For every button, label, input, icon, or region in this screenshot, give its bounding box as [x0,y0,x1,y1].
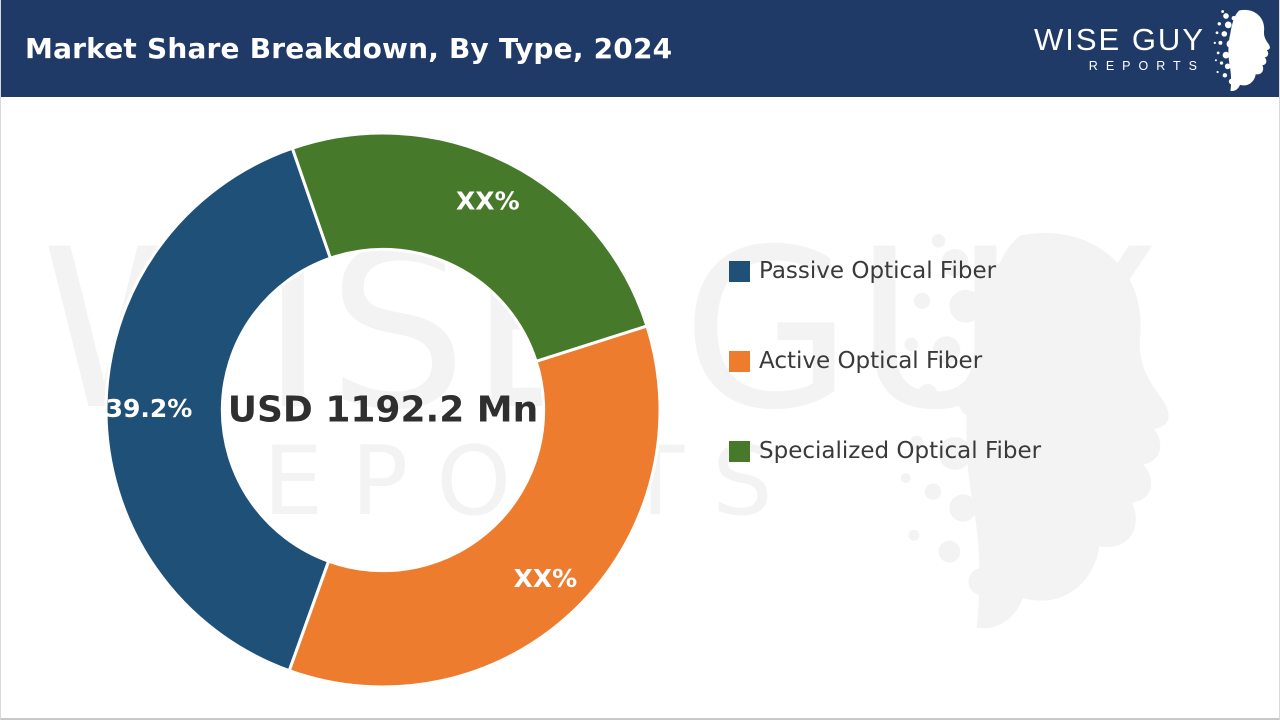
segment-percent-label: XX% [456,186,520,215]
chart-legend: Passive Optical Fiber Active Optical Fib… [729,259,1041,529]
page-title: Market Share Breakdown, By Type, 2024 [25,32,673,65]
legend-label: Specialized Optical Fiber [759,437,1042,464]
donut-segment-active-optical-fiber [287,324,662,689]
segment-percent-label: 39.2% [106,394,193,423]
legend-swatch-active [729,350,750,372]
segment-percent-label: XX% [514,564,578,593]
logo-subtitle: REPORTS [1088,59,1205,73]
legend-label: Passive Optical Fiber [759,257,997,284]
legend-item-passive-optical-fiber: Passive Optical Fiber [729,259,1041,283]
donut-segment-specialized-optical-fiber [290,131,649,363]
header-bar: Market Share Breakdown, By Type, 2024 WI… [1,0,1279,97]
legend-label: Active Optical Fiber [759,347,983,374]
donut-segment-passive-optical-fiber [104,146,332,673]
legend-item-specialized-optical-fiber: Specialized Optical Fiber [729,439,1041,463]
wiseguy-face-icon [1213,9,1270,91]
legend-item-active-optical-fiber: Active Optical Fiber [729,349,1041,373]
legend-swatch-passive [729,260,750,282]
wiseguy-logo: WISE GUY REPORTS [1034,7,1271,91]
legend-swatch-specialized [729,440,750,462]
chart-center-value: USD 1192.2 Mn [227,389,539,431]
logo-wordmark: WISE GUY [1033,22,1205,57]
